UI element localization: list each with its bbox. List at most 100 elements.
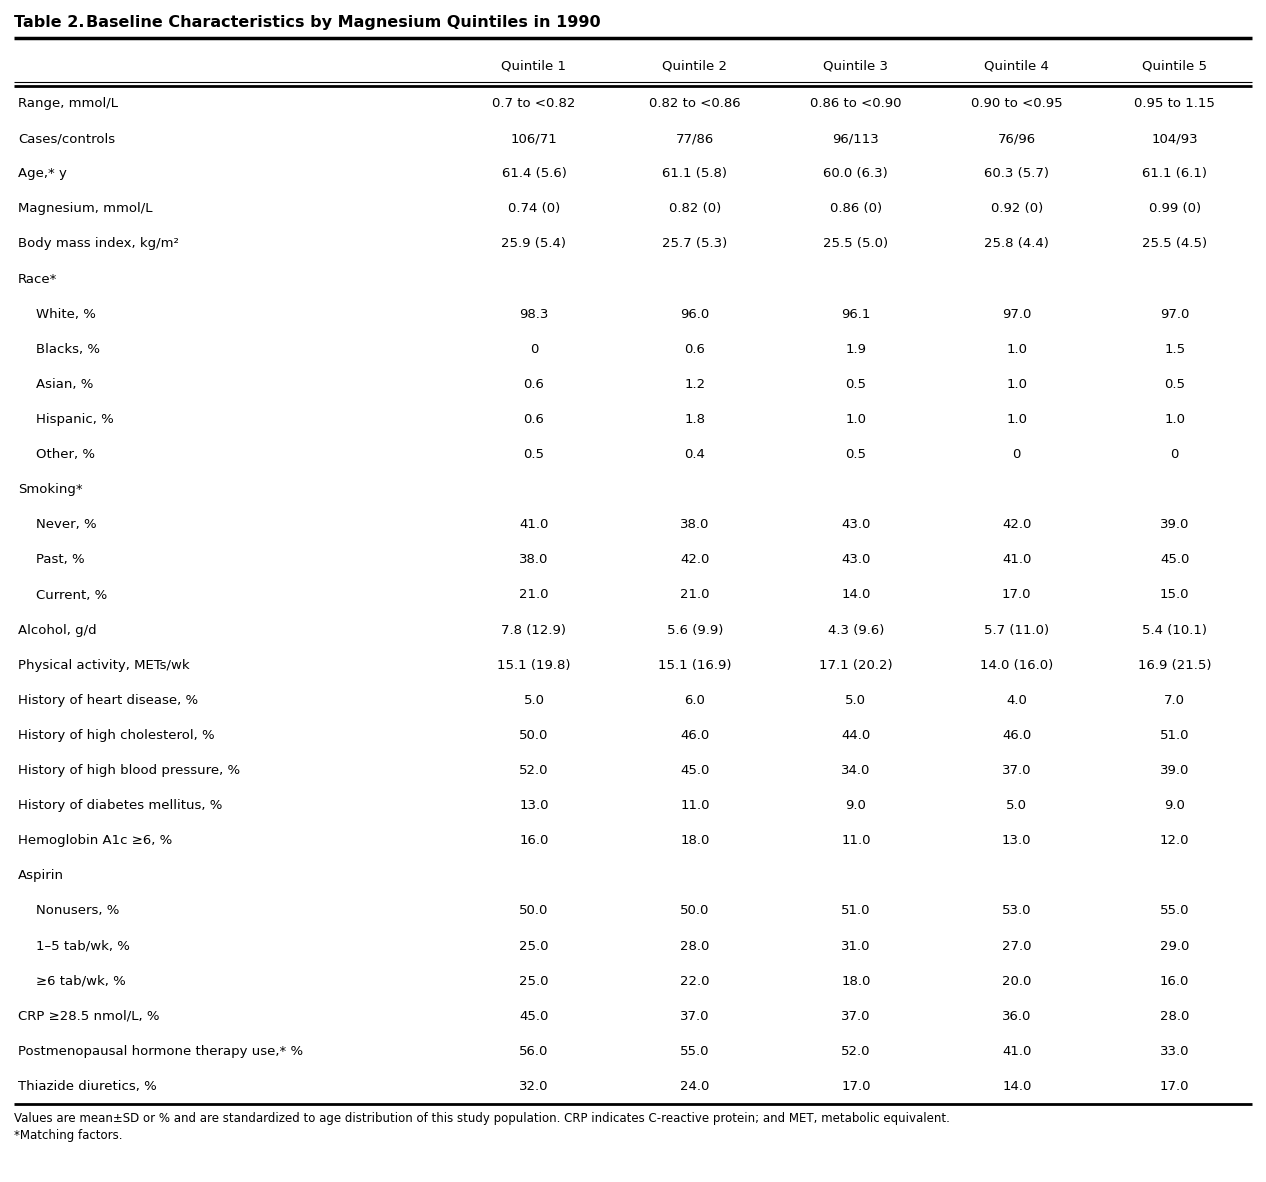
Text: 0.82 to <0.86: 0.82 to <0.86 xyxy=(649,97,741,110)
Text: 24.0: 24.0 xyxy=(680,1080,709,1093)
Text: 1.5: 1.5 xyxy=(1163,343,1185,356)
Text: 0.90 to <0.95: 0.90 to <0.95 xyxy=(971,97,1062,110)
Text: 1.0: 1.0 xyxy=(1006,343,1027,356)
Text: Hispanic, %: Hispanic, % xyxy=(35,413,114,426)
Text: 0.99 (0): 0.99 (0) xyxy=(1148,202,1200,215)
Text: 1–5 tab/wk, %: 1–5 tab/wk, % xyxy=(35,940,130,953)
Text: Magnesium, mmol/L: Magnesium, mmol/L xyxy=(18,202,152,215)
Text: 17.0: 17.0 xyxy=(1160,1080,1189,1093)
Text: 0.5: 0.5 xyxy=(846,448,866,461)
Text: Quintile 1: Quintile 1 xyxy=(501,59,566,72)
Text: 33.0: 33.0 xyxy=(1160,1045,1189,1058)
Text: 18.0: 18.0 xyxy=(680,834,709,847)
Text: 45.0: 45.0 xyxy=(680,764,709,777)
Text: Other, %: Other, % xyxy=(35,448,95,461)
Text: 0.7 to <0.82: 0.7 to <0.82 xyxy=(492,97,576,110)
Text: 11.0: 11.0 xyxy=(680,799,710,812)
Text: 25.0: 25.0 xyxy=(519,975,548,988)
Text: History of high blood pressure, %: History of high blood pressure, % xyxy=(18,764,241,777)
Text: 38.0: 38.0 xyxy=(680,518,709,531)
Text: Asian, %: Asian, % xyxy=(35,378,94,391)
Text: 38.0: 38.0 xyxy=(519,553,548,566)
Text: Race*: Race* xyxy=(18,273,57,286)
Text: 0.6: 0.6 xyxy=(685,343,705,356)
Text: 0.74 (0): 0.74 (0) xyxy=(508,202,560,215)
Text: Never, %: Never, % xyxy=(35,518,96,531)
Text: 96/113: 96/113 xyxy=(833,132,879,145)
Text: Range, mmol/L: Range, mmol/L xyxy=(18,97,118,110)
Text: 21.0: 21.0 xyxy=(519,589,548,602)
Text: Body mass index, kg/m²: Body mass index, kg/m² xyxy=(18,238,179,251)
Text: 0.95 to 1.15: 0.95 to 1.15 xyxy=(1134,97,1215,110)
Text: 43.0: 43.0 xyxy=(841,518,871,531)
Text: 15.1 (19.8): 15.1 (19.8) xyxy=(498,658,571,671)
Text: 51.0: 51.0 xyxy=(1160,729,1189,742)
Text: 7.8 (12.9): 7.8 (12.9) xyxy=(501,624,566,637)
Text: 12.0: 12.0 xyxy=(1160,834,1189,847)
Text: Cases/controls: Cases/controls xyxy=(18,132,115,145)
Text: 25.5 (4.5): 25.5 (4.5) xyxy=(1142,238,1208,251)
Text: 14.0: 14.0 xyxy=(1003,1080,1032,1093)
Text: 11.0: 11.0 xyxy=(841,834,871,847)
Text: 42.0: 42.0 xyxy=(1003,518,1032,531)
Text: 0: 0 xyxy=(1171,448,1179,461)
Text: 61.1 (6.1): 61.1 (6.1) xyxy=(1142,168,1206,181)
Text: Aspirin: Aspirin xyxy=(18,869,65,882)
Text: Past, %: Past, % xyxy=(35,553,85,566)
Text: 16.0: 16.0 xyxy=(1160,975,1189,988)
Text: 1.0: 1.0 xyxy=(1006,413,1027,426)
Text: Quintile 3: Quintile 3 xyxy=(823,59,889,72)
Text: 6.0: 6.0 xyxy=(685,694,705,707)
Text: 17.0: 17.0 xyxy=(1001,589,1032,602)
Text: 39.0: 39.0 xyxy=(1160,518,1189,531)
Text: 52.0: 52.0 xyxy=(841,1045,871,1058)
Text: History of high cholesterol, %: History of high cholesterol, % xyxy=(18,729,215,742)
Text: 0.6: 0.6 xyxy=(524,378,544,391)
Text: 43.0: 43.0 xyxy=(841,553,871,566)
Text: 34.0: 34.0 xyxy=(841,764,871,777)
Text: 0.5: 0.5 xyxy=(846,378,866,391)
Text: Age,* y: Age,* y xyxy=(18,168,67,181)
Text: 17.1 (20.2): 17.1 (20.2) xyxy=(819,658,893,671)
Text: 60.3 (5.7): 60.3 (5.7) xyxy=(984,168,1050,181)
Text: 55.0: 55.0 xyxy=(1160,904,1189,917)
Text: 37.0: 37.0 xyxy=(680,1009,710,1022)
Text: 50.0: 50.0 xyxy=(519,729,548,742)
Text: 0.4: 0.4 xyxy=(685,448,705,461)
Text: 0.82 (0): 0.82 (0) xyxy=(668,202,722,215)
Text: 1.8: 1.8 xyxy=(685,413,705,426)
Text: 52.0: 52.0 xyxy=(519,764,548,777)
Text: 4.0: 4.0 xyxy=(1006,694,1027,707)
Text: 13.0: 13.0 xyxy=(1001,834,1032,847)
Text: 5.0: 5.0 xyxy=(1006,799,1027,812)
Text: 1.0: 1.0 xyxy=(1165,413,1185,426)
Text: Table 2.: Table 2. xyxy=(14,15,85,30)
Text: 0.6: 0.6 xyxy=(524,413,544,426)
Text: 41.0: 41.0 xyxy=(1003,1045,1032,1058)
Text: 0.86 (0): 0.86 (0) xyxy=(829,202,882,215)
Text: 25.8 (4.4): 25.8 (4.4) xyxy=(985,238,1050,251)
Text: 76/96: 76/96 xyxy=(998,132,1036,145)
Text: *Matching factors.: *Matching factors. xyxy=(14,1129,123,1142)
Text: 42.0: 42.0 xyxy=(680,553,709,566)
Text: 61.4 (5.6): 61.4 (5.6) xyxy=(501,168,566,181)
Text: 56.0: 56.0 xyxy=(519,1045,548,1058)
Text: Baseline Characteristics by Magnesium Quintiles in 1990: Baseline Characteristics by Magnesium Qu… xyxy=(86,15,600,30)
Text: Quintile 4: Quintile 4 xyxy=(985,59,1050,72)
Text: 53.0: 53.0 xyxy=(1001,904,1032,917)
Text: 41.0: 41.0 xyxy=(519,518,548,531)
Text: 27.0: 27.0 xyxy=(1001,940,1032,953)
Text: 20.0: 20.0 xyxy=(1003,975,1032,988)
Text: 16.9 (21.5): 16.9 (21.5) xyxy=(1138,658,1212,671)
Text: 5.7 (11.0): 5.7 (11.0) xyxy=(984,624,1050,637)
Text: Blacks, %: Blacks, % xyxy=(35,343,100,356)
Text: 9.0: 9.0 xyxy=(1165,799,1185,812)
Text: 0.92 (0): 0.92 (0) xyxy=(991,202,1043,215)
Text: 46.0: 46.0 xyxy=(1003,729,1032,742)
Text: 25.5 (5.0): 25.5 (5.0) xyxy=(823,238,889,251)
Text: 37.0: 37.0 xyxy=(841,1009,871,1022)
Text: 77/86: 77/86 xyxy=(676,132,714,145)
Text: 5.6 (9.9): 5.6 (9.9) xyxy=(667,624,723,637)
Text: 51.0: 51.0 xyxy=(841,904,871,917)
Text: 29.0: 29.0 xyxy=(1160,940,1189,953)
